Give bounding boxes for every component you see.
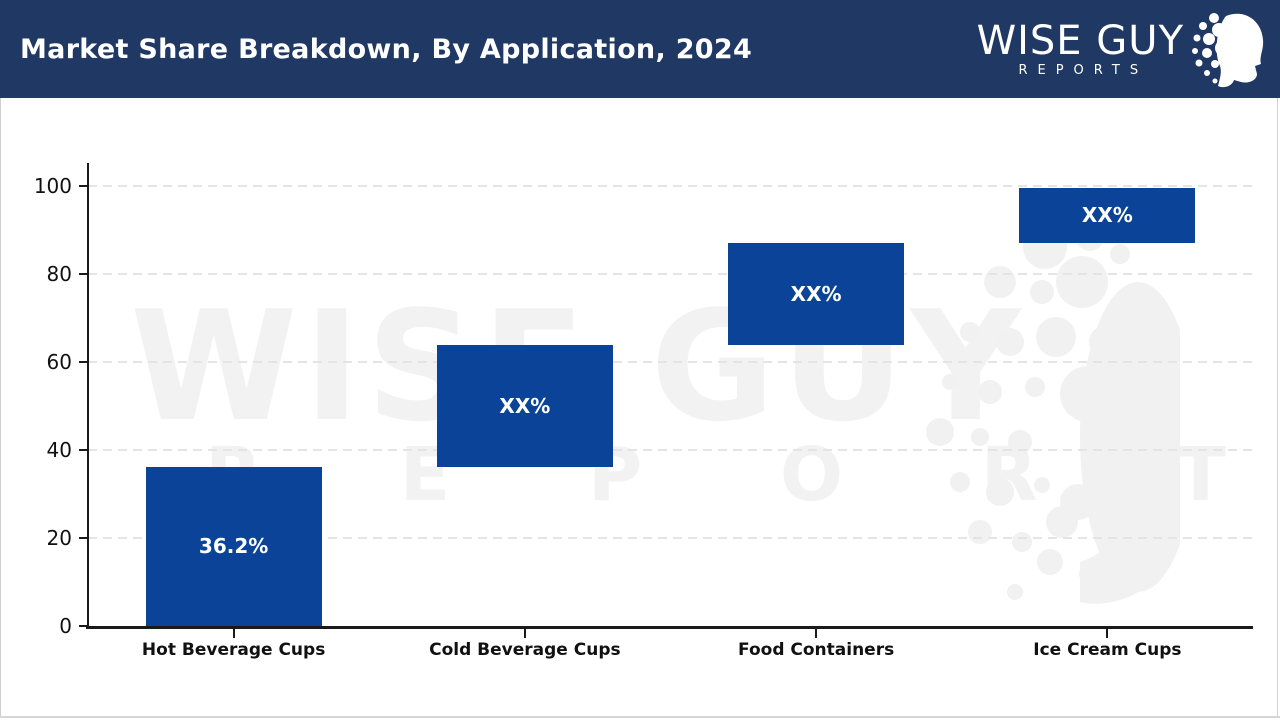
page-title: Market Share Breakdown, By Application, … [20,33,753,65]
bar-4 [1019,188,1196,243]
bar-2 [436,345,613,467]
x-category-label: Cold Beverage Cups [429,640,621,660]
x-axis-tick [523,629,526,638]
logo-reports-text: REPORTS [1018,63,1149,78]
x-axis-tick [1106,629,1109,638]
logo-wise-guy-text: WISE GUY [976,18,1184,64]
y-axis-tick [79,361,88,363]
bar-value-label: XX% [790,282,842,307]
bar-value-label: XX% [1081,203,1133,228]
gridline [88,185,1253,187]
y-tick-label: 60 [46,350,72,374]
x-category-label: Ice Cream Cups [1033,640,1182,660]
bar-value-label: XX% [499,394,551,418]
gridline [88,273,1253,275]
x-axis-tick [815,629,818,638]
x-axis-line [86,626,1253,629]
bar-1 [145,466,322,626]
y-axis-tick [79,273,88,275]
wise-guy-head-icon [1192,13,1264,88]
bottom-border [0,716,1280,718]
gridline [88,537,1253,539]
y-tick-label: 0 [59,614,72,638]
content-frame [0,98,1278,716]
header-bar: Market Share Breakdown, By Application, … [0,0,1280,98]
logo-text: WISE GUY REPORTS [977,21,1184,77]
y-axis-tick [79,185,88,187]
y-tick-label: 40 [46,438,72,462]
gridline [88,361,1253,363]
gridline [88,449,1253,451]
y-axis-line [87,163,89,629]
y-tick-label: 20 [46,526,72,550]
x-category-label: Food Containers [738,640,895,660]
y-axis-tick [79,625,88,627]
y-tick-label: 100 [33,174,72,198]
x-axis-tick [232,629,235,638]
y-tick-label: 80 [46,262,72,286]
x-category-label: Hot Beverage Cups [141,640,326,660]
wise-guy-logo: WISE GUY REPORTS [977,8,1280,90]
bar-3 [728,242,905,346]
y-axis-tick [79,449,88,451]
bar-value-label: 36.2% [198,534,269,559]
y-axis-tick [79,537,88,539]
